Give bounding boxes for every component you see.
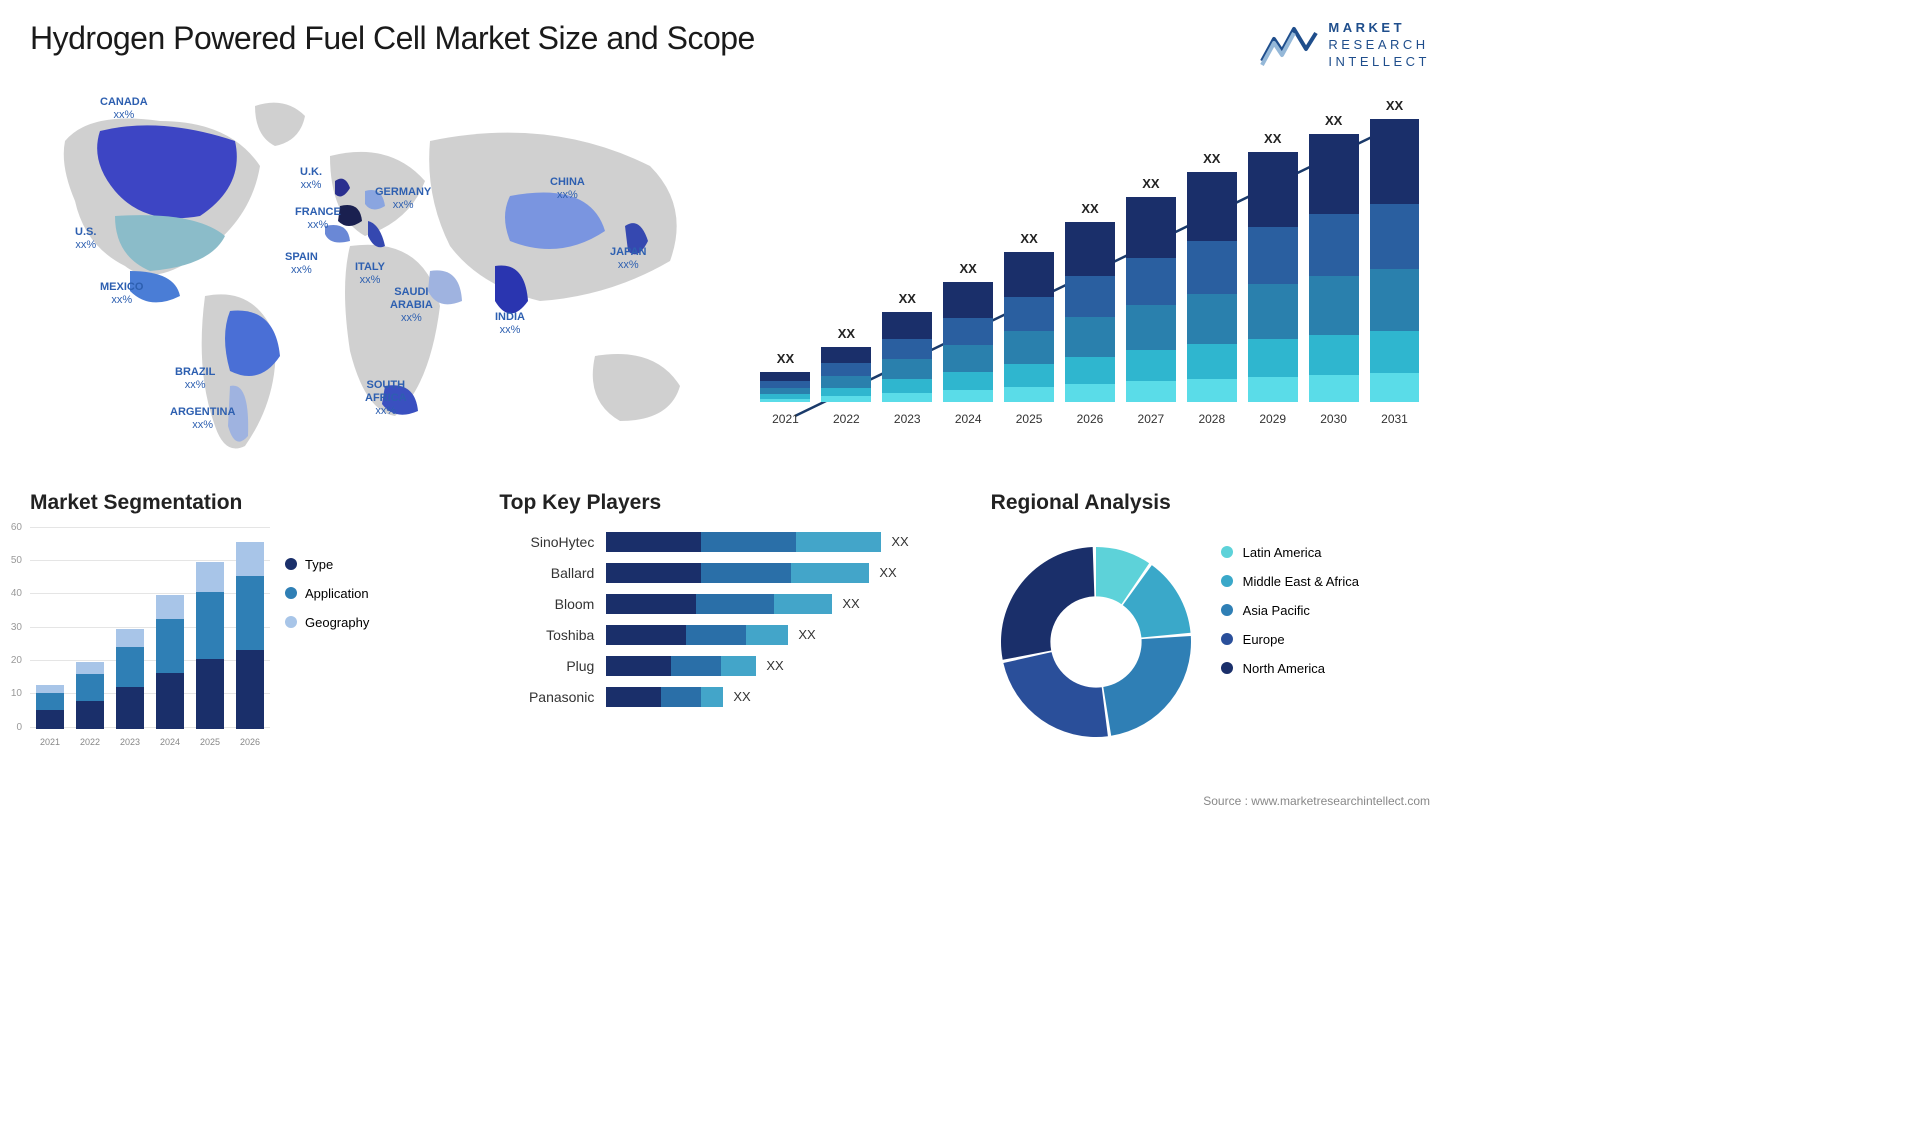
map-label-germany: GERMANYxx% [375,186,431,212]
growth-bar-2028: XX2028 [1181,151,1242,426]
reg-legend-middle-east-africa: Middle East & Africa [1221,574,1359,589]
reg-legend-latin-america: Latin America [1221,545,1359,560]
players-title: Top Key Players [499,491,960,515]
map-label-italy: ITALYxx% [355,261,385,287]
brand-logo: MARKET RESEARCH INTELLECT [1260,20,1430,71]
segmentation-legend: Type Application Geography [285,527,369,747]
regional-legend: Latin America Middle East & Africa Asia Pa… [1221,527,1359,747]
growth-bar-2029: XX2029 [1242,131,1303,426]
map-label-argentina: ARGENTINAxx% [170,406,235,432]
map-label-saudi: SAUDIARABIAxx% [390,286,433,326]
segmentation-chart: 0102030405060202120222023202420252026 [30,527,270,747]
growth-bar-chart: XX2021XX2022XX2023XX2024XX2025XX2026XX20… [750,86,1430,466]
growth-bar-2024: XX2024 [938,261,999,426]
page-title: Hydrogen Powered Fuel Cell Market Size a… [30,20,755,57]
map-label-brazil: BRAZILxx% [175,366,215,392]
map-label-india: INDIAxx% [495,311,525,337]
donut-slice-asia-pacific [1103,636,1191,736]
growth-bar-2022: XX2022 [816,326,877,426]
growth-bar-2021: XX2021 [755,351,816,426]
seg-bar-2025 [196,562,224,729]
player-row-plug: PlugXX [499,656,960,676]
growth-bar-2027: XX2027 [1120,176,1181,426]
growth-bar-2026: XX2026 [1060,201,1121,426]
map-label-mexico: MEXICOxx% [100,281,143,307]
seg-legend-type: Type [285,557,369,572]
donut-slice-north-america [1001,547,1094,660]
reg-legend-asia-pacific: Asia Pacific [1221,603,1359,618]
map-label-uk: U.K.xx% [300,166,322,192]
seg-bar-2026 [236,542,264,729]
map-label-china: CHINAxx% [550,176,585,202]
player-row-ballard: BallardXX [499,563,960,583]
growth-bar-2023: XX2023 [877,291,938,426]
regional-panel: Regional Analysis Latin America Middle Ea… [991,491,1430,771]
seg-bar-2024 [156,595,184,728]
player-row-toshiba: ToshibaXX [499,625,960,645]
map-label-france: FRANCExx% [295,206,341,232]
players-panel: Top Key Players SinoHytecXX BallardXX Bloo… [499,491,960,771]
reg-legend-europe: Europe [1221,632,1359,647]
map-label-canada: CANADAxx% [100,96,148,122]
growth-bar-2025: XX2025 [999,231,1060,426]
map-label-spain: SPAINxx% [285,251,318,277]
regional-donut [991,537,1201,747]
segmentation-panel: Market Segmentation 01020304050602021202… [30,491,469,771]
player-row-bloom: BloomXX [499,594,960,614]
world-map: CANADAxx% U.S.xx% MEXICOxx% BRAZILxx% ARGENT… [30,86,720,466]
player-row-sinohytec: SinoHytecXX [499,532,960,552]
segmentation-title: Market Segmentation [30,491,469,515]
player-row-panasonic: PanasonicXX [499,687,960,707]
donut-slice-europe [1003,652,1108,737]
regional-title: Regional Analysis [991,491,1430,515]
seg-bar-2021 [36,685,64,728]
map-label-us: U.S.xx% [75,226,96,252]
seg-legend-application: Application [285,586,369,601]
players-chart: SinoHytecXX BallardXX BloomXX ToshibaXX Plug… [499,527,960,707]
map-label-safrica: SOUTHAFRICAxx% [365,379,407,419]
reg-legend-north-america: North America [1221,661,1359,676]
growth-bar-2031: XX2031 [1364,98,1425,426]
seg-legend-geography: Geography [285,615,369,630]
source-attribution: Source : www.marketresearchintellect.com [1203,794,1430,808]
seg-bar-2023 [116,629,144,729]
growth-bar-2030: XX2030 [1303,113,1364,426]
seg-bar-2022 [76,662,104,729]
map-label-japan: JAPANxx% [610,246,646,272]
